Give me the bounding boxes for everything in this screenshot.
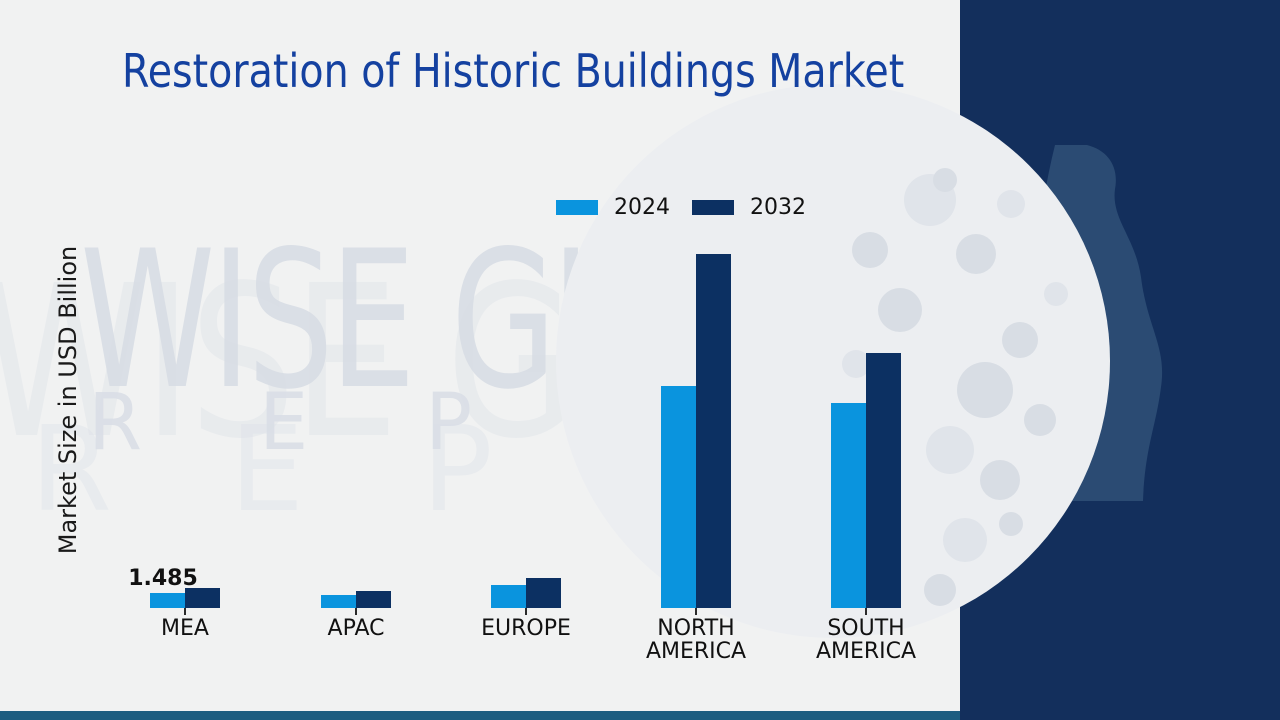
legend-swatch-2032 bbox=[692, 199, 734, 215]
legend-item-2032: 2032 bbox=[692, 195, 806, 220]
bar-2032-south-america bbox=[866, 353, 901, 608]
legend-item-2024: 2024 bbox=[556, 195, 670, 220]
bar-2032-europe bbox=[526, 578, 561, 608]
circle-decor-dot bbox=[1024, 404, 1056, 436]
y-axis-label: Market Size in USD Billion bbox=[54, 245, 82, 555]
circle-decor-dot bbox=[956, 234, 996, 274]
x-label-south-america: SOUTH AMERICA bbox=[815, 616, 917, 665]
circle-decor-dot bbox=[924, 574, 956, 606]
bar-2032-apac bbox=[356, 591, 391, 608]
bar-2032-mea bbox=[185, 588, 220, 608]
bar-2024-europe bbox=[491, 585, 526, 608]
circle-decor-dot bbox=[943, 518, 987, 562]
circle-decor-dot bbox=[957, 362, 1013, 418]
footer-accent-bar bbox=[0, 711, 960, 720]
x-tick-apac bbox=[355, 608, 357, 615]
x-tick-mea bbox=[184, 608, 186, 615]
x-label-mea: MEA bbox=[161, 616, 209, 641]
x-tick-south-america bbox=[865, 608, 867, 615]
bar-2024-north-america bbox=[661, 386, 696, 608]
bar-2024-mea bbox=[150, 593, 185, 608]
circle-decor-dot bbox=[1002, 322, 1038, 358]
bar-2024-south-america bbox=[831, 403, 866, 608]
circle-decor-dot bbox=[842, 350, 870, 378]
circle-decor-dot bbox=[852, 232, 888, 268]
value-label-mea-2024: 1.485 bbox=[128, 566, 198, 591]
legend-swatch-2024 bbox=[556, 199, 598, 215]
circle-decor-dot bbox=[933, 168, 957, 192]
legend-label-2032: 2032 bbox=[750, 194, 806, 220]
x-tick-north-america bbox=[695, 608, 697, 615]
circle-decor-dot bbox=[980, 460, 1020, 500]
bar-2032-north-america bbox=[696, 254, 731, 608]
circle-decor-dot bbox=[999, 512, 1023, 536]
legend-label-2024: 2024 bbox=[614, 194, 670, 220]
x-label-north-america: NORTH AMERICA bbox=[645, 616, 747, 665]
chart-legend: 2024 2032 bbox=[556, 192, 806, 222]
circle-decor-dot bbox=[878, 288, 922, 332]
circle-decor-dot bbox=[926, 426, 974, 474]
bar-2024-apac bbox=[321, 595, 356, 608]
x-label-apac: APAC bbox=[327, 616, 385, 641]
page-title: Restoration of Historic Buildings Market bbox=[122, 44, 905, 98]
x-label-europe: EUROPE bbox=[481, 616, 571, 641]
x-tick-europe bbox=[525, 608, 527, 615]
circle-decor-dot bbox=[997, 190, 1025, 218]
circle-decor-dot bbox=[1044, 282, 1068, 306]
